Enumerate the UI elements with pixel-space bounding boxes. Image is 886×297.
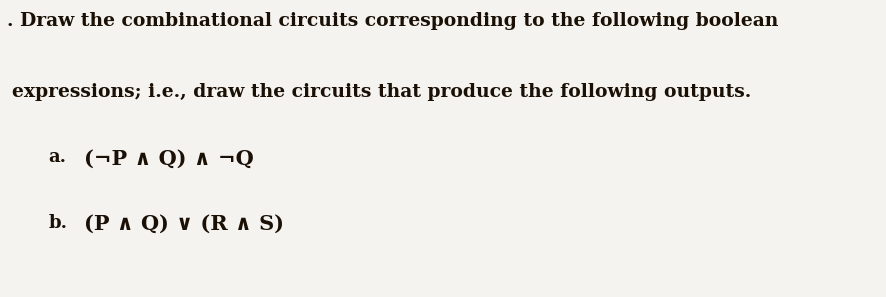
Text: b.: b. [49, 214, 67, 232]
Text: (P ∧ Q) ∨ (R ∧ S): (P ∧ Q) ∨ (R ∧ S) [84, 214, 284, 234]
Text: . Draw the combinational circuits corresponding to the following boolean: . Draw the combinational circuits corres… [7, 12, 779, 30]
Text: a.: a. [49, 148, 66, 167]
Text: (¬P ∧ Q) ∧ ¬Q: (¬P ∧ Q) ∧ ¬Q [84, 148, 254, 168]
Text: expressions; i.e., draw the circuits that produce the following outputs.: expressions; i.e., draw the circuits tha… [12, 83, 750, 101]
